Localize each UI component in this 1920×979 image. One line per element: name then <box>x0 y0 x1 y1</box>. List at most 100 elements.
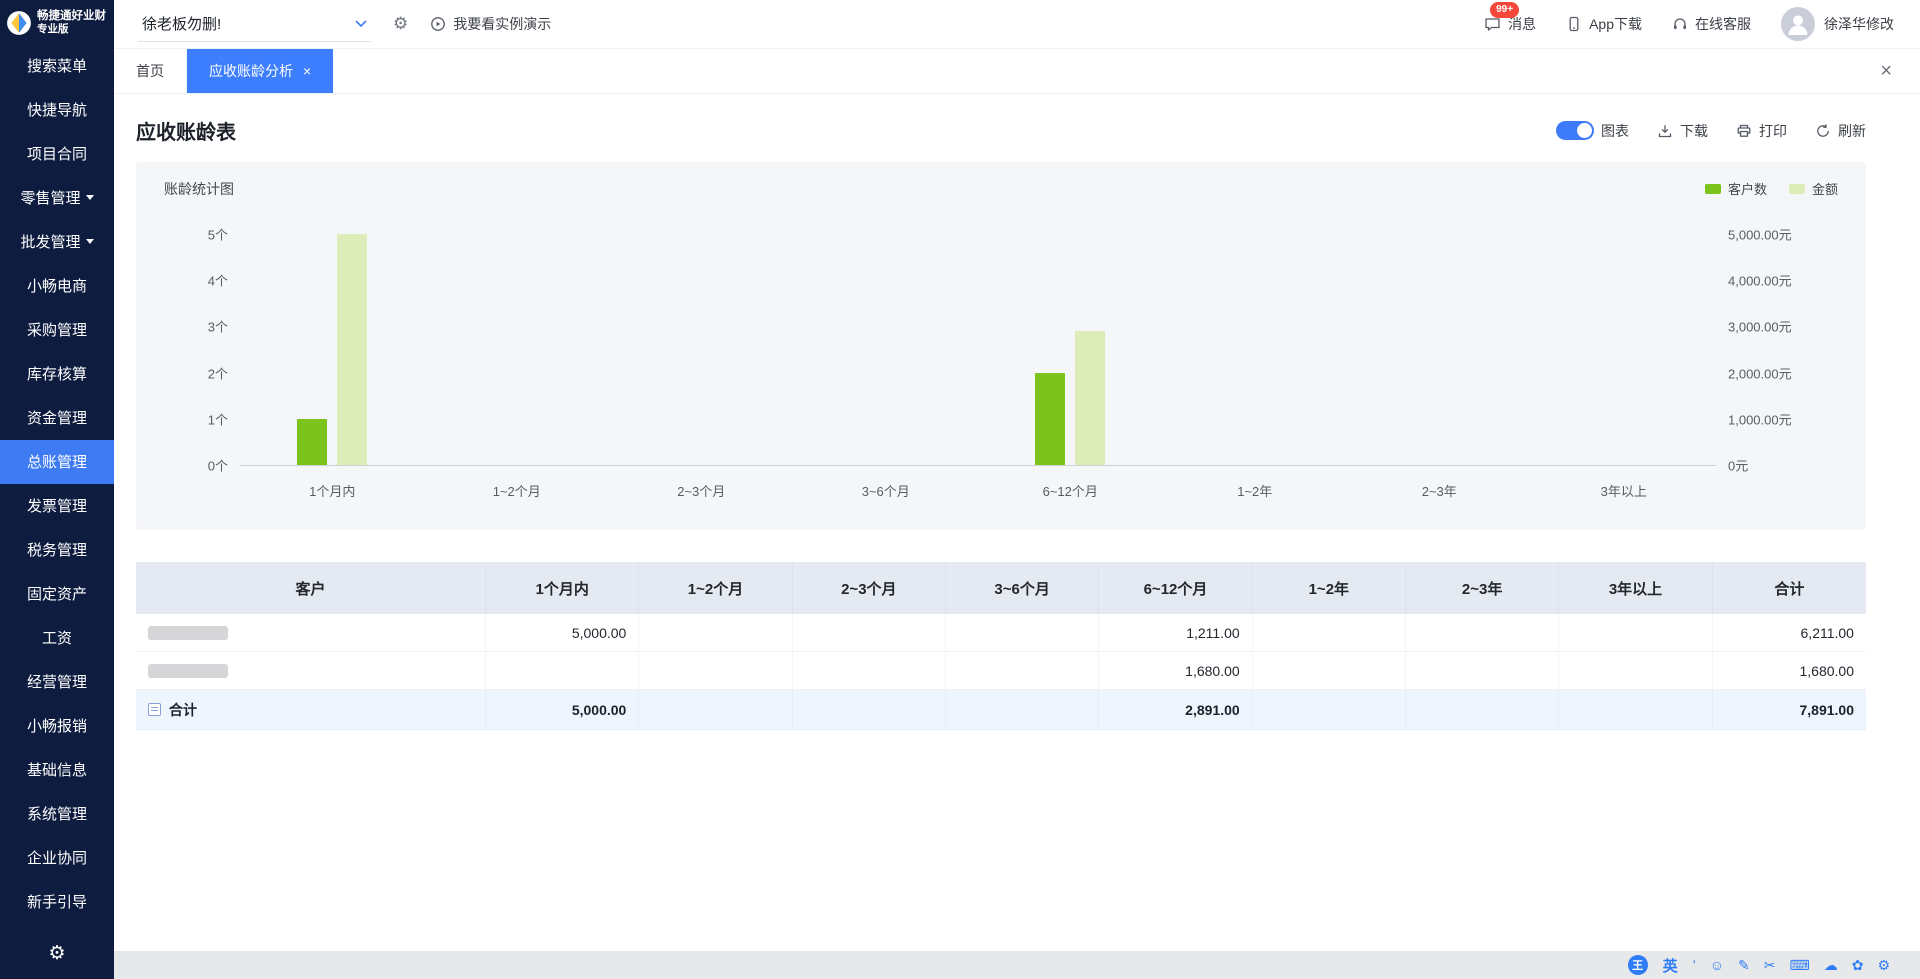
messages-button[interactable]: 99+ 消息 <box>1484 2 1536 34</box>
ime-cloud-icon[interactable]: ☁ <box>1823 956 1838 973</box>
ime-logo[interactable]: 王 <box>1627 955 1648 975</box>
y-axis-right-tick: 5,000.00元 <box>1728 227 1792 243</box>
y-axis-right-tick: 3,000.00元 <box>1728 319 1792 335</box>
bar-客户数 <box>1035 372 1066 465</box>
sidebar-item-xiaochang-expense[interactable]: 小畅报销 <box>0 704 114 748</box>
tab-receivable-aging-analysis[interactable]: 应收账龄分析 × <box>187 49 334 93</box>
sidebar-item-label: 零售管理 <box>20 190 81 207</box>
redacted-customer-name <box>148 625 228 640</box>
x-axis-label: 3年以上 <box>1600 484 1647 499</box>
table-row[interactable]: 1,680.00 1,680.00 <box>136 652 1866 690</box>
app-download-button[interactable]: App下载 <box>1566 14 1642 34</box>
chart-bars <box>240 234 1716 465</box>
sidebar-item-enterprise-collab[interactable]: 企业协同 <box>0 836 114 880</box>
ime-pen-icon[interactable]: ✎ <box>1738 956 1750 973</box>
chart-toggle-label: 图表 <box>1601 122 1629 139</box>
page-content: 应收账龄表 图表 下载 <box>114 94 1920 951</box>
sidebar-item-invoice-mgmt[interactable]: 发票管理 <box>0 484 114 528</box>
customer-cell <box>136 614 486 652</box>
chart-toggle[interactable] <box>1556 121 1594 140</box>
table-cell: 1,680.00 <box>1099 652 1253 690</box>
sidebar-item-search-menu[interactable]: 搜索菜单 <box>0 44 114 88</box>
sidebar-item-tax-mgmt[interactable]: 税务管理 <box>0 528 114 572</box>
sidebar-item-label: 经营管理 <box>26 674 87 691</box>
settings-gear-icon[interactable]: ⚙ <box>393 14 409 33</box>
legend-item[interactable]: 金额 <box>1788 179 1838 198</box>
tab-home[interactable]: 首页 <box>114 49 187 93</box>
table-cell <box>1252 690 1406 730</box>
ime-emoji-icon[interactable]: ☺ <box>1709 957 1725 973</box>
sidebar-item-retail-mgmt[interactable]: 零售管理 <box>0 176 114 220</box>
sidebar-item-business-mgmt[interactable]: 经营管理 <box>0 660 114 704</box>
column-header: 2~3年 <box>1405 562 1560 614</box>
sidebar-item-inventory-accounting[interactable]: 库存核算 <box>0 352 114 396</box>
x-axis-label: 3~6个月 <box>861 484 910 499</box>
table-cell <box>639 614 793 652</box>
table-cell <box>1405 652 1560 690</box>
legend-swatch <box>1704 183 1721 194</box>
bar-group <box>609 234 794 465</box>
column-header: 1~2年 <box>1252 562 1406 614</box>
message-bubble-icon <box>1485 18 1500 31</box>
table-cell: 6,211.00 <box>1712 614 1866 652</box>
table-cell <box>639 690 793 730</box>
sidebar-item-wholesale-mgmt[interactable]: 批发管理 <box>0 220 114 264</box>
aging-chart-panel: 账龄统计图 客户数 金额 0个 1个 2个 3个 4个 5个 0元 1,000.00元 2,000… <box>136 162 1866 530</box>
legend-swatch <box>1788 183 1805 194</box>
sidebar-item-beginner-guide[interactable]: 新手引导 <box>0 880 114 924</box>
y-axis-left-tick: 0个 <box>207 458 228 474</box>
sidebar-item-payroll[interactable]: 工资 <box>0 616 114 660</box>
tab-list: 首页 应收账龄分析 × <box>114 49 334 93</box>
sidebar-item-xiaochang-ecommerce[interactable]: 小畅电商 <box>0 264 114 308</box>
sidebar-item-funds-mgmt[interactable]: 资金管理 <box>0 396 114 440</box>
ime-skin-icon[interactable]: ✿ <box>1851 956 1864 973</box>
sidebar-settings-gear-icon[interactable]: ⚙ <box>48 943 66 964</box>
tabbar: 首页 应收账龄分析 × × <box>114 49 1920 94</box>
sidebar-item-fixed-assets[interactable]: 固定资产 <box>0 572 114 616</box>
table-cell <box>1405 614 1560 652</box>
tab-label: 应收账龄分析 <box>209 63 293 79</box>
sidebar-item-quick-nav[interactable]: 快捷导航 <box>0 88 114 132</box>
sidebar: 畅捷通好业财 专业版 搜索菜单 快捷导航 项目合同 零售管理 批发管理 小畅电商 采购管理库… <box>0 0 114 979</box>
company-selector[interactable]: 徐老板勿删! <box>138 6 371 42</box>
sidebar-item-system-mgmt[interactable]: 系统管理 <box>0 792 114 836</box>
sidebar-item-general-ledger[interactable]: 总账管理 <box>0 439 114 484</box>
ime-punctuation-icon[interactable]: ’ <box>1692 957 1696 973</box>
user-menu[interactable]: 徐泽华修改 <box>1781 7 1894 41</box>
table-cell: 5,000.00 <box>486 690 640 730</box>
online-support-button[interactable]: 在线客服 <box>1672 14 1751 34</box>
sidebar-item-project-contract[interactable]: 项目合同 <box>0 132 114 176</box>
ime-scissors-icon[interactable]: ✂ <box>1763 956 1776 973</box>
ime-language-toggle[interactable]: 英 <box>1662 957 1678 975</box>
close-tabs-icon[interactable]: × <box>1880 60 1892 82</box>
topbar: 徐老板勿删! ⚙ 我要看实例演示 99+ 消息 <box>114 0 1920 49</box>
tab-close-icon[interactable]: × <box>303 63 312 79</box>
demo-link[interactable]: 我要看实例演示 <box>430 14 551 34</box>
brand-name: 畅捷通好业财 <box>37 10 106 22</box>
download-button[interactable]: 下载 <box>1657 121 1708 141</box>
y-axis-left-tick: 1个 <box>207 412 228 428</box>
sidebar-item-label: 项目合同 <box>26 146 87 163</box>
app-download-label: App下载 <box>1589 16 1642 32</box>
sidebar-item-basic-info[interactable]: 基础信息 <box>0 748 114 792</box>
bar-group <box>1532 234 1717 465</box>
sidebar-item-purchase-mgmt[interactable]: 采购管理 <box>0 308 114 352</box>
ime-keyboard-icon[interactable]: ⌨ <box>1789 956 1810 973</box>
column-header: 3年以上 <box>1559 562 1713 614</box>
bar-group <box>240 234 425 465</box>
refresh-button[interactable]: 刷新 <box>1815 121 1866 141</box>
sidebar-item-label: 批发管理 <box>20 234 81 251</box>
page-title: 应收账龄表 <box>136 122 236 144</box>
sidebar-item-label: 税务管理 <box>26 542 87 559</box>
table-row[interactable]: 5,000.00 1,211.00 6,211.00 <box>136 614 1866 652</box>
x-axis-label: 1~2年 <box>1237 484 1273 499</box>
username: 徐泽华修改 <box>1824 16 1894 32</box>
chevron-down-icon <box>355 20 367 27</box>
sidebar-item-label: 发票管理 <box>26 498 87 515</box>
print-label: 打印 <box>1759 122 1787 139</box>
legend-item[interactable]: 客户数 <box>1704 179 1767 198</box>
y-axis-right-tick: 4,000.00元 <box>1728 273 1792 289</box>
ime-settings-icon[interactable]: ⚙ <box>1877 956 1890 973</box>
print-button[interactable]: 打印 <box>1736 121 1787 141</box>
column-header: 2~3个月 <box>792 562 946 614</box>
